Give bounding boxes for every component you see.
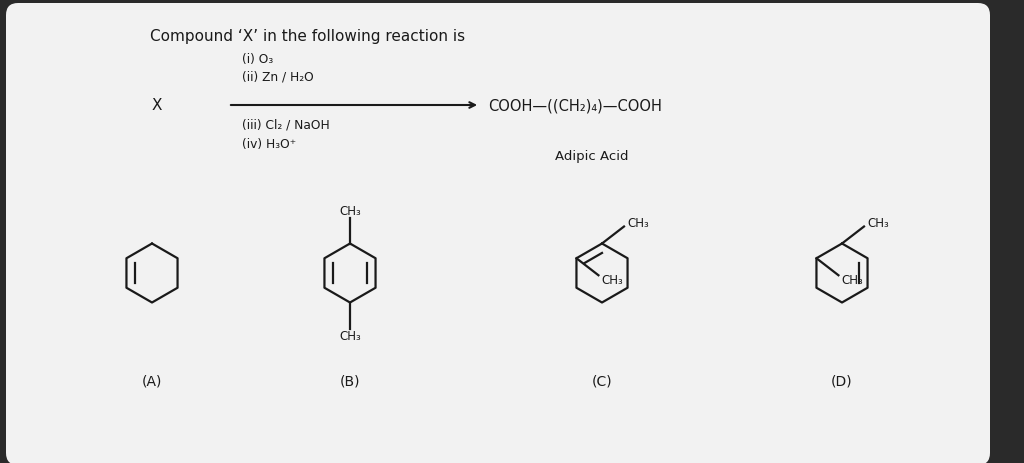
Text: CH₃: CH₃	[339, 205, 360, 218]
Text: CH₃: CH₃	[627, 217, 649, 230]
Text: (ii) Zn / H₂O: (ii) Zn / H₂O	[242, 71, 313, 84]
Text: (C): (C)	[592, 374, 612, 388]
Text: X: X	[152, 98, 163, 113]
Text: (A): (A)	[141, 374, 162, 388]
Text: (D): (D)	[831, 374, 853, 388]
FancyBboxPatch shape	[6, 4, 990, 463]
Text: (B): (B)	[340, 374, 360, 388]
Text: (i) O₃: (i) O₃	[242, 53, 273, 66]
Text: CH₃: CH₃	[601, 273, 624, 286]
Text: Compound ‘X’ in the following reaction is: Compound ‘X’ in the following reaction i…	[150, 29, 465, 44]
Text: CH₃: CH₃	[339, 329, 360, 342]
Text: CH₃: CH₃	[867, 217, 889, 230]
Text: CH₃: CH₃	[842, 273, 863, 286]
Text: Adipic Acid: Adipic Acid	[555, 150, 629, 163]
Text: COOH—((CH₂)₄)—COOH: COOH—((CH₂)₄)—COOH	[488, 98, 662, 113]
Text: (iv) H₃O⁺: (iv) H₃O⁺	[242, 138, 296, 150]
Text: (iii) Cl₂ / NaOH: (iii) Cl₂ / NaOH	[242, 119, 330, 131]
